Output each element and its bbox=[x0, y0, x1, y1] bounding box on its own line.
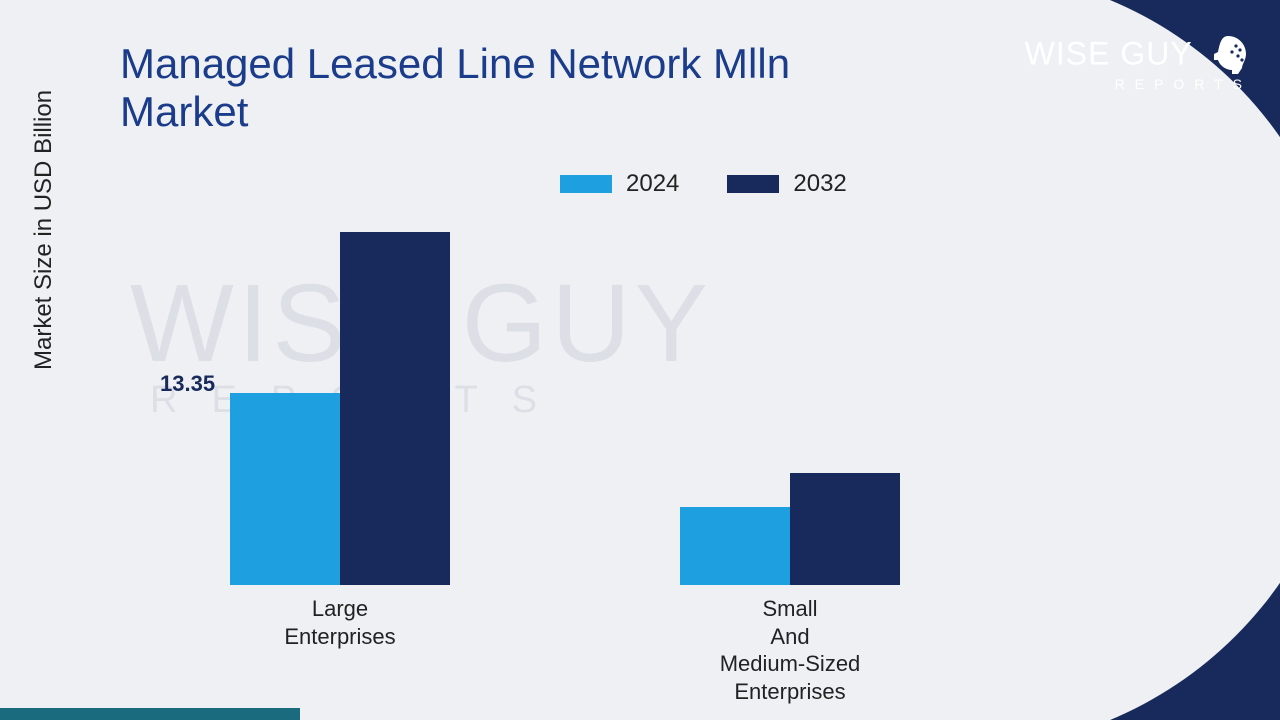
brand-head-icon bbox=[1208, 34, 1252, 78]
bar-value-label: 13.35 bbox=[160, 371, 215, 397]
bar bbox=[680, 507, 790, 585]
accent-strip bbox=[0, 708, 300, 720]
legend-label-2024: 2024 bbox=[626, 170, 679, 198]
legend-label-2032: 2032 bbox=[793, 170, 846, 198]
legend: 2024 2032 bbox=[560, 170, 847, 198]
chart-title: Managed Leased Line Network Mlln Market bbox=[120, 40, 860, 137]
bar-chart: 13.35LargeEnterprisesSmallAndMedium-Size… bbox=[120, 225, 920, 585]
y-axis-label: Market Size in USD Billion bbox=[30, 90, 58, 370]
brand-line1: WISE GUY bbox=[1025, 35, 1192, 71]
legend-item-2032: 2032 bbox=[727, 170, 846, 198]
legend-item-2024: 2024 bbox=[560, 170, 679, 198]
bar bbox=[340, 232, 450, 585]
x-axis-category-label: SmallAndMedium-SizedEnterprises bbox=[660, 585, 920, 705]
x-axis-category-label: LargeEnterprises bbox=[210, 585, 470, 650]
brand-logo: WISE GUY REPORTS bbox=[1025, 34, 1252, 92]
brand-line2: REPORTS bbox=[1025, 76, 1252, 92]
legend-swatch-2032 bbox=[727, 175, 779, 193]
bar bbox=[230, 393, 340, 585]
bar bbox=[790, 473, 900, 585]
plot-area: 13.35LargeEnterprisesSmallAndMedium-Size… bbox=[170, 225, 920, 585]
legend-swatch-2024 bbox=[560, 175, 612, 193]
